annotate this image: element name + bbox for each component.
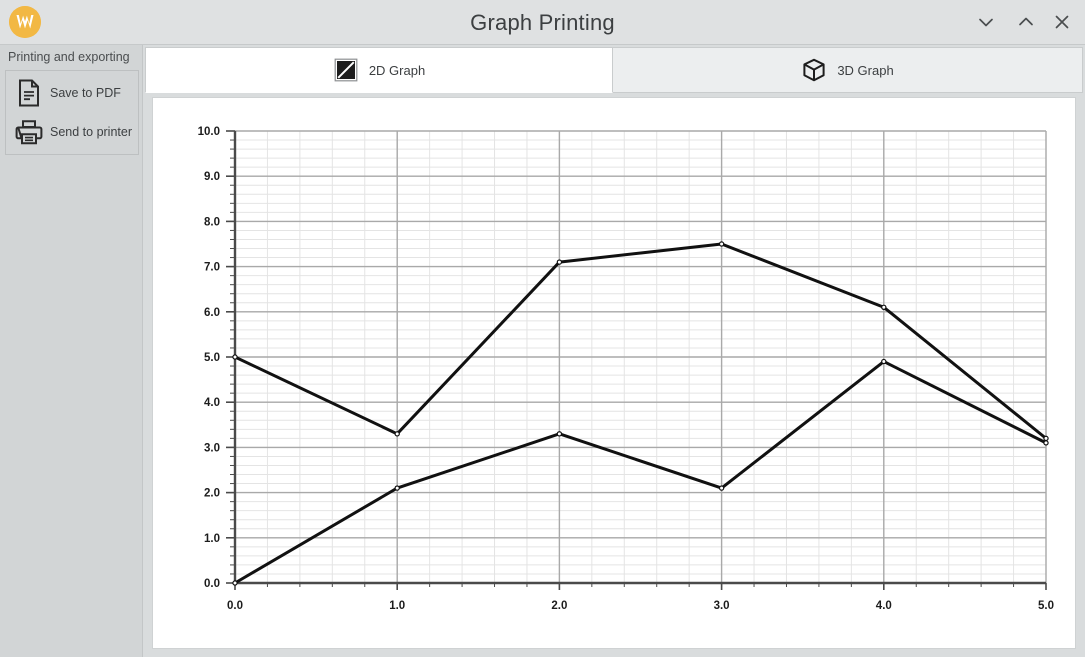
series-line bbox=[233, 242, 1048, 440]
data-point-marker bbox=[881, 304, 887, 310]
data-point-marker bbox=[394, 485, 400, 491]
x-tick-label: 1.0 bbox=[389, 600, 405, 612]
page-title: Graph Printing bbox=[470, 10, 615, 35]
axis-ticks bbox=[226, 130, 1047, 590]
tab-2d-graph[interactable]: 2D Graph bbox=[145, 47, 613, 93]
y-tick-label: 7.0 bbox=[204, 262, 220, 274]
tab-3d-graph[interactable]: 3D Graph bbox=[613, 47, 1083, 93]
sidebar-item-label: Save to PDF bbox=[50, 86, 121, 100]
sidebar-item-save-to-pdf[interactable]: Save to PDF bbox=[10, 74, 136, 112]
maximize-button[interactable] bbox=[1011, 7, 1041, 37]
data-point-markers bbox=[232, 241, 1049, 586]
data-point-marker bbox=[881, 358, 887, 365]
data-series bbox=[233, 242, 1048, 585]
x-tick-label: 0.0 bbox=[227, 600, 243, 612]
document-icon bbox=[10, 75, 48, 111]
y-tick-label: 0.0 bbox=[204, 578, 220, 590]
y-tick-label: 3.0 bbox=[204, 442, 220, 454]
data-point-marker bbox=[718, 485, 725, 491]
data-point-marker bbox=[556, 431, 563, 437]
3d-cube-icon bbox=[801, 57, 827, 83]
sidebar-item-label: Send to printer bbox=[50, 125, 132, 139]
chart-panel[interactable]: 0.0 1.0 2.0 3.0 4.0 5.0 0.0 1.0 2.0 3.0 4.0 5.0 6.0 7… bbox=[152, 97, 1076, 649]
y-tick-label: 5.0 bbox=[204, 352, 220, 364]
data-point-marker bbox=[1043, 435, 1049, 442]
major-gridlines bbox=[234, 130, 1047, 584]
tab-label: 2D Graph bbox=[368, 62, 426, 78]
axis-tick-labels: 0.0 1.0 2.0 3.0 4.0 5.0 0.0 1.0 2.0 3.0 4.0 5.0 6.0 7… bbox=[198, 126, 1054, 612]
tab-label: 3D Graph bbox=[837, 62, 894, 78]
y-tick-label: 2.0 bbox=[204, 488, 220, 500]
series-line bbox=[233, 360, 1048, 585]
data-point-marker bbox=[718, 241, 725, 247]
y-tick-label: 1.0 bbox=[204, 533, 220, 545]
data-point-marker bbox=[556, 259, 563, 265]
data-point-marker bbox=[394, 431, 400, 437]
printing-and-exporting-group: Save to PDF Send to printer bbox=[5, 70, 139, 155]
data-point-marker bbox=[232, 580, 238, 586]
2d-graph-icon bbox=[333, 57, 359, 83]
x-tick-label: 5.0 bbox=[1038, 600, 1054, 612]
y-tick-label: 6.0 bbox=[204, 307, 220, 319]
tab-bar: 2D Graph 3D Graph bbox=[145, 47, 1083, 93]
sidebar-heading: Printing and exporting bbox=[8, 50, 130, 64]
graph-canvas: 0.0 1.0 2.0 3.0 4.0 5.0 0.0 1.0 2.0 3.0 4.0 5.0 6.0 7… bbox=[198, 126, 1054, 612]
y-tick-label: 4.0 bbox=[204, 397, 220, 409]
x-tick-label: 2.0 bbox=[551, 600, 567, 612]
y-tick-label: 10.0 bbox=[198, 126, 220, 138]
minimize-button[interactable] bbox=[971, 7, 1001, 37]
y-tick-label: 8.0 bbox=[204, 216, 220, 228]
title-bar: Graph Printing bbox=[0, 0, 1085, 45]
app-logo-icon bbox=[9, 6, 41, 38]
sidebar: Printing and exporting Save to PDF bbox=[0, 45, 143, 657]
data-point-marker bbox=[1043, 440, 1049, 446]
y-tick-label: 9.0 bbox=[204, 171, 220, 183]
close-button[interactable] bbox=[1047, 7, 1077, 37]
sidebar-item-send-to-printer[interactable]: Send to printer bbox=[10, 113, 136, 151]
x-tick-label: 3.0 bbox=[714, 600, 730, 612]
data-point-marker bbox=[232, 354, 238, 360]
printer-icon bbox=[10, 114, 48, 150]
x-tick-label: 4.0 bbox=[876, 600, 892, 612]
